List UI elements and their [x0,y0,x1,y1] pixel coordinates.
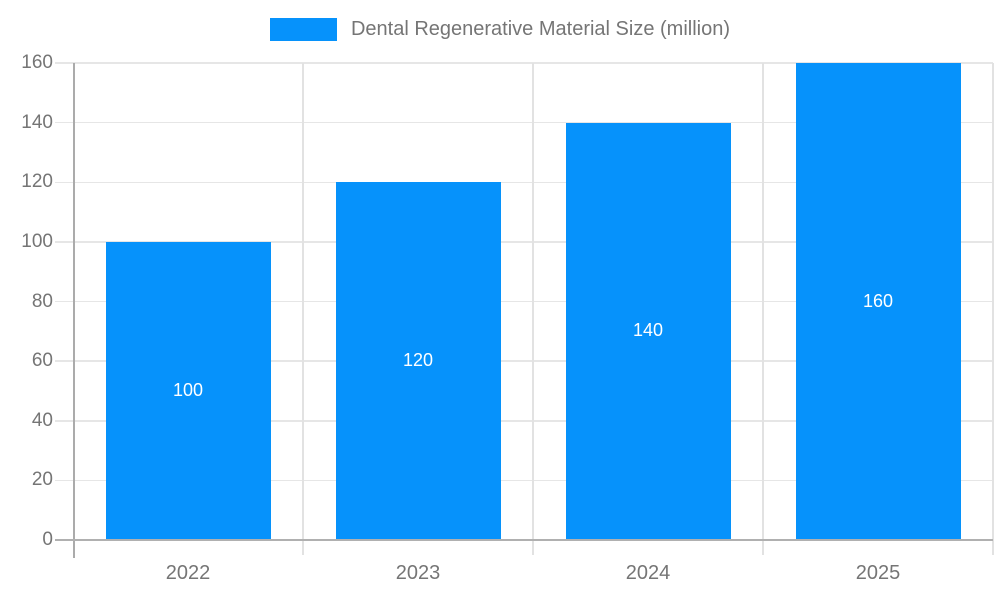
y-axis-tick-label: 0 [42,529,53,550]
gridline-vertical [762,63,764,555]
y-axis-tick-label: 140 [21,111,53,133]
bar-2023 [335,182,501,540]
y-axis-tick-label: 20 [31,469,53,491]
x-axis-line [55,539,993,541]
bar-value-label: 100 [172,379,204,400]
y-axis-tick-label: 160 [21,52,53,73]
gridline-horizontal [55,62,993,64]
y-axis-line [73,63,75,558]
gridline-horizontal [55,479,993,482]
y-axis-tick-label: 80 [31,290,53,312]
y-axis-tick-label: 100 [21,230,53,252]
gridline-horizontal [55,360,993,362]
gridline-vertical [302,63,304,555]
plot-area: 0 20 40 60 80 100 120 140 160 100 2022 120 2023 140 20… [21,52,994,584]
bar-value-label: 160 [862,290,894,311]
y-axis-tick-label: 40 [31,409,53,431]
bar-2024 [565,122,731,540]
chart-legend[interactable]: Dental Regenerative Material Size (milli… [0,18,1000,41]
legend-label: Dental Regenerative Material Size (milli… [350,18,731,40]
y-axis-tick-label: 120 [21,171,53,193]
bar-value-label: 140 [632,320,664,341]
x-axis-tick-label: 2025 [855,562,901,584]
gridline-vertical [992,63,994,555]
bar-2025 [795,63,961,540]
gridline-horizontal [55,241,993,243]
gridline-horizontal [55,300,993,303]
gridline-horizontal [55,121,993,124]
gridline-horizontal [55,420,993,422]
y-axis-tick-label: 60 [31,350,53,372]
legend-swatch [269,18,337,41]
bar-2022 [105,241,271,540]
x-axis-tick-label: 2023 [395,562,441,584]
gridline-horizontal [55,181,993,183]
x-axis-tick-label: 2024 [625,562,671,584]
gridline-vertical [532,63,534,555]
bar-value-label: 120 [402,350,434,371]
x-axis-tick-label: 2022 [165,562,211,584]
